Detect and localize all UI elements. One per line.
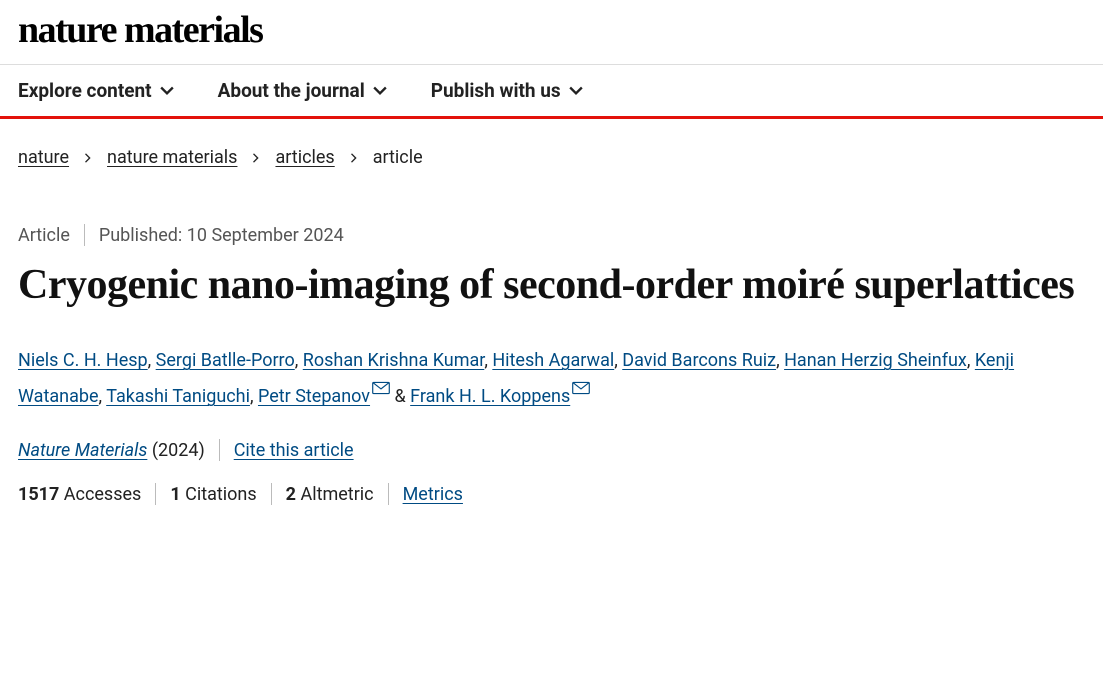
altmetric-label: Altmetric bbox=[300, 484, 373, 505]
nav-item-label: Publish with us bbox=[431, 79, 561, 102]
breadcrumb-link-articles[interactable]: articles bbox=[275, 147, 334, 168]
citations-metric: 1 Citations bbox=[170, 484, 256, 505]
divider bbox=[271, 483, 272, 505]
chevron-down-icon bbox=[569, 84, 583, 98]
author-link[interactable]: Hitesh Agarwal bbox=[492, 350, 614, 371]
article-meta: Article Published: 10 September 2024 bbox=[18, 224, 1085, 246]
breadcrumb-current: article bbox=[373, 147, 423, 168]
journal-link[interactable]: Nature Materials bbox=[18, 440, 147, 461]
chevron-right-icon bbox=[251, 153, 261, 163]
journal-logo[interactable]: nature materials bbox=[18, 8, 1085, 52]
author-link[interactable]: Frank H. L. Koppens bbox=[410, 386, 570, 407]
chevron-down-icon bbox=[373, 84, 387, 98]
author-link[interactable]: Niels C. H. Hesp bbox=[18, 350, 148, 371]
mail-icon[interactable] bbox=[572, 381, 590, 395]
author-link[interactable]: David Barcons Ruiz bbox=[622, 350, 776, 371]
article-title: Cryogenic nano-imaging of second-order m… bbox=[18, 260, 1085, 311]
citation-line: Nature Materials (2024) Cite this articl… bbox=[18, 439, 1085, 461]
nav-item-label: About the journal bbox=[218, 79, 365, 102]
altmetric-value: 2 bbox=[286, 484, 296, 505]
metrics-line: 1517 Accesses 1 Citations 2 Altmetric Me… bbox=[18, 483, 1085, 505]
published-date: Published: 10 September 2024 bbox=[99, 225, 344, 246]
article-type: Article bbox=[18, 225, 70, 246]
altmetric-metric: 2 Altmetric bbox=[286, 484, 374, 505]
author-list: Niels C. H. Hesp, Sergi Batlle-Porro, Ro… bbox=[18, 343, 1085, 415]
publication-year: (2024) bbox=[152, 440, 205, 461]
breadcrumb: nature nature materials articles article bbox=[18, 147, 1085, 168]
divider bbox=[388, 483, 389, 505]
divider bbox=[84, 224, 85, 246]
nav-bar: Explore content About the journal Publis… bbox=[0, 64, 1103, 119]
logo-bar: nature materials bbox=[0, 0, 1103, 64]
nav-about-journal[interactable]: About the journal bbox=[218, 79, 387, 102]
accesses-label: Accesses bbox=[64, 484, 142, 505]
author-link[interactable]: Takashi Taniguchi bbox=[106, 386, 250, 407]
citations-label: Citations bbox=[185, 484, 257, 505]
chevron-right-icon bbox=[349, 153, 359, 163]
author-link[interactable]: Hanan Herzig Sheinfux bbox=[784, 350, 967, 371]
mail-icon[interactable] bbox=[372, 381, 390, 395]
divider bbox=[155, 483, 156, 505]
article-content: nature nature materials articles article… bbox=[0, 119, 1103, 525]
cite-article-link[interactable]: Cite this article bbox=[234, 440, 354, 461]
author-link[interactable]: Sergi Batlle-Porro bbox=[156, 350, 295, 371]
accesses-metric: 1517 Accesses bbox=[18, 484, 141, 505]
accesses-value: 1517 bbox=[18, 484, 59, 505]
nav-item-label: Explore content bbox=[18, 79, 152, 102]
nav-publish-with-us[interactable]: Publish with us bbox=[431, 79, 583, 102]
author-link[interactable]: Roshan Krishna Kumar bbox=[303, 350, 485, 371]
divider bbox=[219, 439, 220, 461]
chevron-down-icon bbox=[160, 84, 174, 98]
breadcrumb-link-nature-materials[interactable]: nature materials bbox=[107, 147, 237, 168]
citations-value: 1 bbox=[170, 484, 180, 505]
nav-explore-content[interactable]: Explore content bbox=[18, 79, 174, 102]
metrics-link[interactable]: Metrics bbox=[403, 484, 463, 505]
author-link[interactable]: Petr Stepanov bbox=[258, 386, 370, 407]
breadcrumb-link-nature[interactable]: nature bbox=[18, 147, 69, 168]
chevron-right-icon bbox=[83, 153, 93, 163]
